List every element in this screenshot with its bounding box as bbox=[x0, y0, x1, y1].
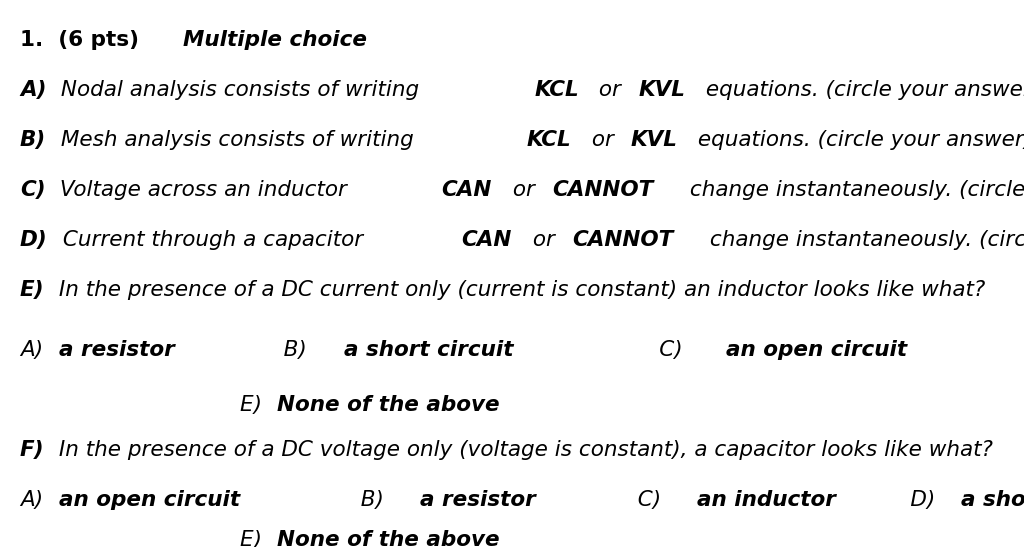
Text: KCL: KCL bbox=[535, 80, 579, 100]
Text: B): B) bbox=[208, 340, 313, 360]
Text: D): D) bbox=[20, 230, 48, 250]
Text: CANNOT: CANNOT bbox=[552, 180, 653, 200]
Text: or: or bbox=[585, 130, 621, 150]
Text: A): A) bbox=[20, 340, 50, 360]
Text: None of the above: None of the above bbox=[278, 395, 500, 415]
Text: 1.  (6 pts): 1. (6 pts) bbox=[20, 30, 146, 50]
Text: a resistor: a resistor bbox=[420, 490, 536, 510]
Text: CAN: CAN bbox=[461, 230, 511, 250]
Text: KVL: KVL bbox=[631, 130, 678, 150]
Text: A): A) bbox=[20, 490, 50, 510]
Text: E): E) bbox=[240, 395, 269, 415]
Text: KVL: KVL bbox=[638, 80, 685, 100]
Text: F): F) bbox=[20, 440, 45, 460]
Text: None of the above: None of the above bbox=[278, 530, 500, 547]
Text: D): D) bbox=[877, 490, 942, 510]
Text: D): D) bbox=[961, 340, 1024, 360]
Text: CAN: CAN bbox=[441, 180, 492, 200]
Text: B): B) bbox=[20, 130, 46, 150]
Text: an open circuit: an open circuit bbox=[58, 490, 240, 510]
Text: C): C) bbox=[563, 340, 689, 360]
Text: or: or bbox=[506, 180, 542, 200]
Text: equations. (circle your answer): equations. (circle your answer) bbox=[691, 130, 1024, 150]
Text: Nodal analysis consists of writing: Nodal analysis consists of writing bbox=[54, 80, 426, 100]
Text: E): E) bbox=[240, 530, 269, 547]
Text: or: or bbox=[526, 230, 562, 250]
Text: an inductor: an inductor bbox=[697, 490, 836, 510]
Text: Mesh analysis consists of writing: Mesh analysis consists of writing bbox=[54, 130, 421, 150]
Text: E): E) bbox=[20, 280, 45, 300]
Text: a short circuit: a short circuit bbox=[962, 490, 1024, 510]
Text: C): C) bbox=[569, 490, 669, 510]
Text: CANNOT: CANNOT bbox=[572, 230, 674, 250]
Text: change instantaneously. (circle your choice): change instantaneously. (circle your cho… bbox=[683, 180, 1024, 200]
Text: In the presence of a DC voltage only (voltage is constant), a capacitor looks li: In the presence of a DC voltage only (vo… bbox=[52, 440, 992, 460]
Text: equations. (circle your answer): equations. (circle your answer) bbox=[698, 80, 1024, 100]
Text: an open circuit: an open circuit bbox=[726, 340, 907, 360]
Text: A): A) bbox=[20, 80, 46, 100]
Text: B): B) bbox=[293, 490, 391, 510]
Text: In the presence of a DC current only (current is constant) an inductor looks lik: In the presence of a DC current only (cu… bbox=[52, 280, 985, 300]
Text: Voltage across an inductor: Voltage across an inductor bbox=[53, 180, 354, 200]
Text: Current through a capacitor: Current through a capacitor bbox=[55, 230, 370, 250]
Text: change instantaneously. (circle your choice): change instantaneously. (circle your cho… bbox=[702, 230, 1024, 250]
Text: or: or bbox=[592, 80, 628, 100]
Text: KCL: KCL bbox=[527, 130, 571, 150]
Text: C): C) bbox=[20, 180, 46, 200]
Text: a resistor: a resistor bbox=[58, 340, 174, 360]
Text: Multiple choice: Multiple choice bbox=[183, 30, 368, 50]
Text: a short circuit: a short circuit bbox=[344, 340, 514, 360]
